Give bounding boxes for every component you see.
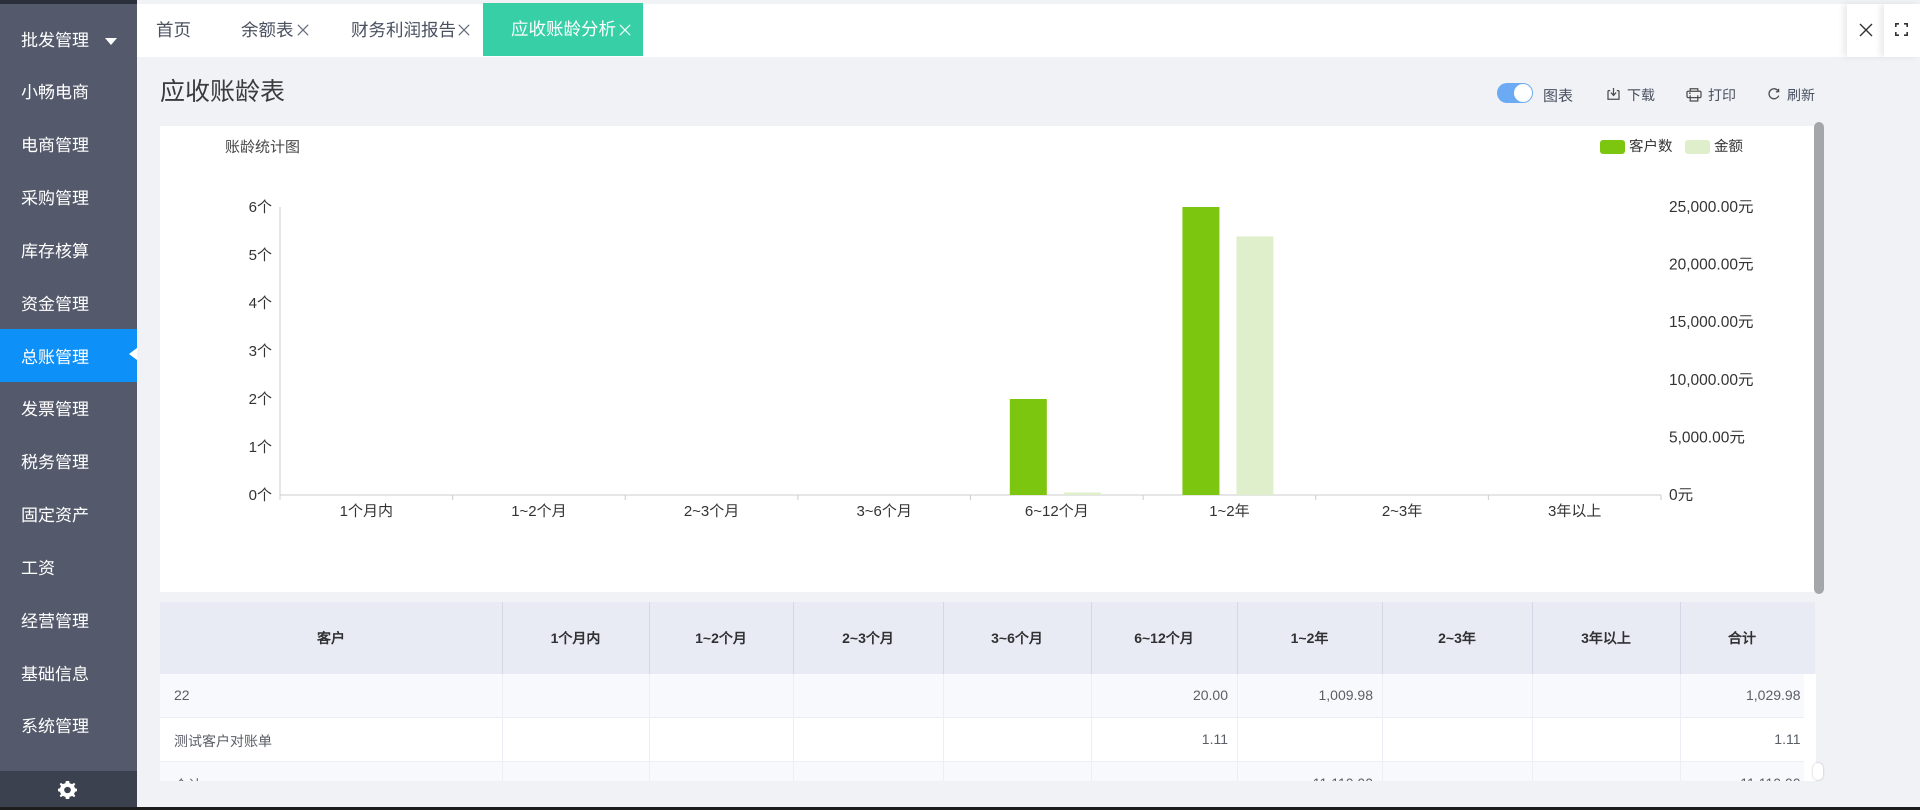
svg-text:2~3个月: 2~3个月 — [684, 503, 739, 520]
svg-text:3个: 3个 — [249, 343, 272, 360]
svg-text:15,000.00元: 15,000.00元 — [1669, 314, 1753, 331]
svg-text:5个: 5个 — [249, 247, 272, 264]
svg-text:6~12个月: 6~12个月 — [1025, 503, 1089, 520]
svg-text:3年以上: 3年以上 — [1548, 503, 1601, 520]
svg-text:2~3年: 2~3年 — [1382, 503, 1422, 520]
svg-text:10,000.00元: 10,000.00元 — [1669, 372, 1753, 389]
svg-text:4个: 4个 — [249, 295, 272, 312]
svg-text:3~6个月: 3~6个月 — [856, 503, 911, 520]
svg-text:20,000.00元: 20,000.00元 — [1669, 257, 1753, 274]
svg-text:2个: 2个 — [249, 391, 272, 408]
svg-text:0个: 0个 — [249, 487, 272, 504]
svg-text:0元: 0元 — [1669, 487, 1693, 504]
svg-text:1~2个月: 1~2个月 — [511, 503, 566, 520]
svg-text:5,000.00元: 5,000.00元 — [1669, 429, 1745, 446]
svg-text:1个: 1个 — [249, 439, 272, 456]
svg-text:6个: 6个 — [249, 199, 272, 216]
svg-text:1个月内: 1个月内 — [340, 503, 393, 520]
svg-text:25,000.00元: 25,000.00元 — [1669, 199, 1753, 216]
svg-text:1~2年: 1~2年 — [1209, 503, 1249, 520]
